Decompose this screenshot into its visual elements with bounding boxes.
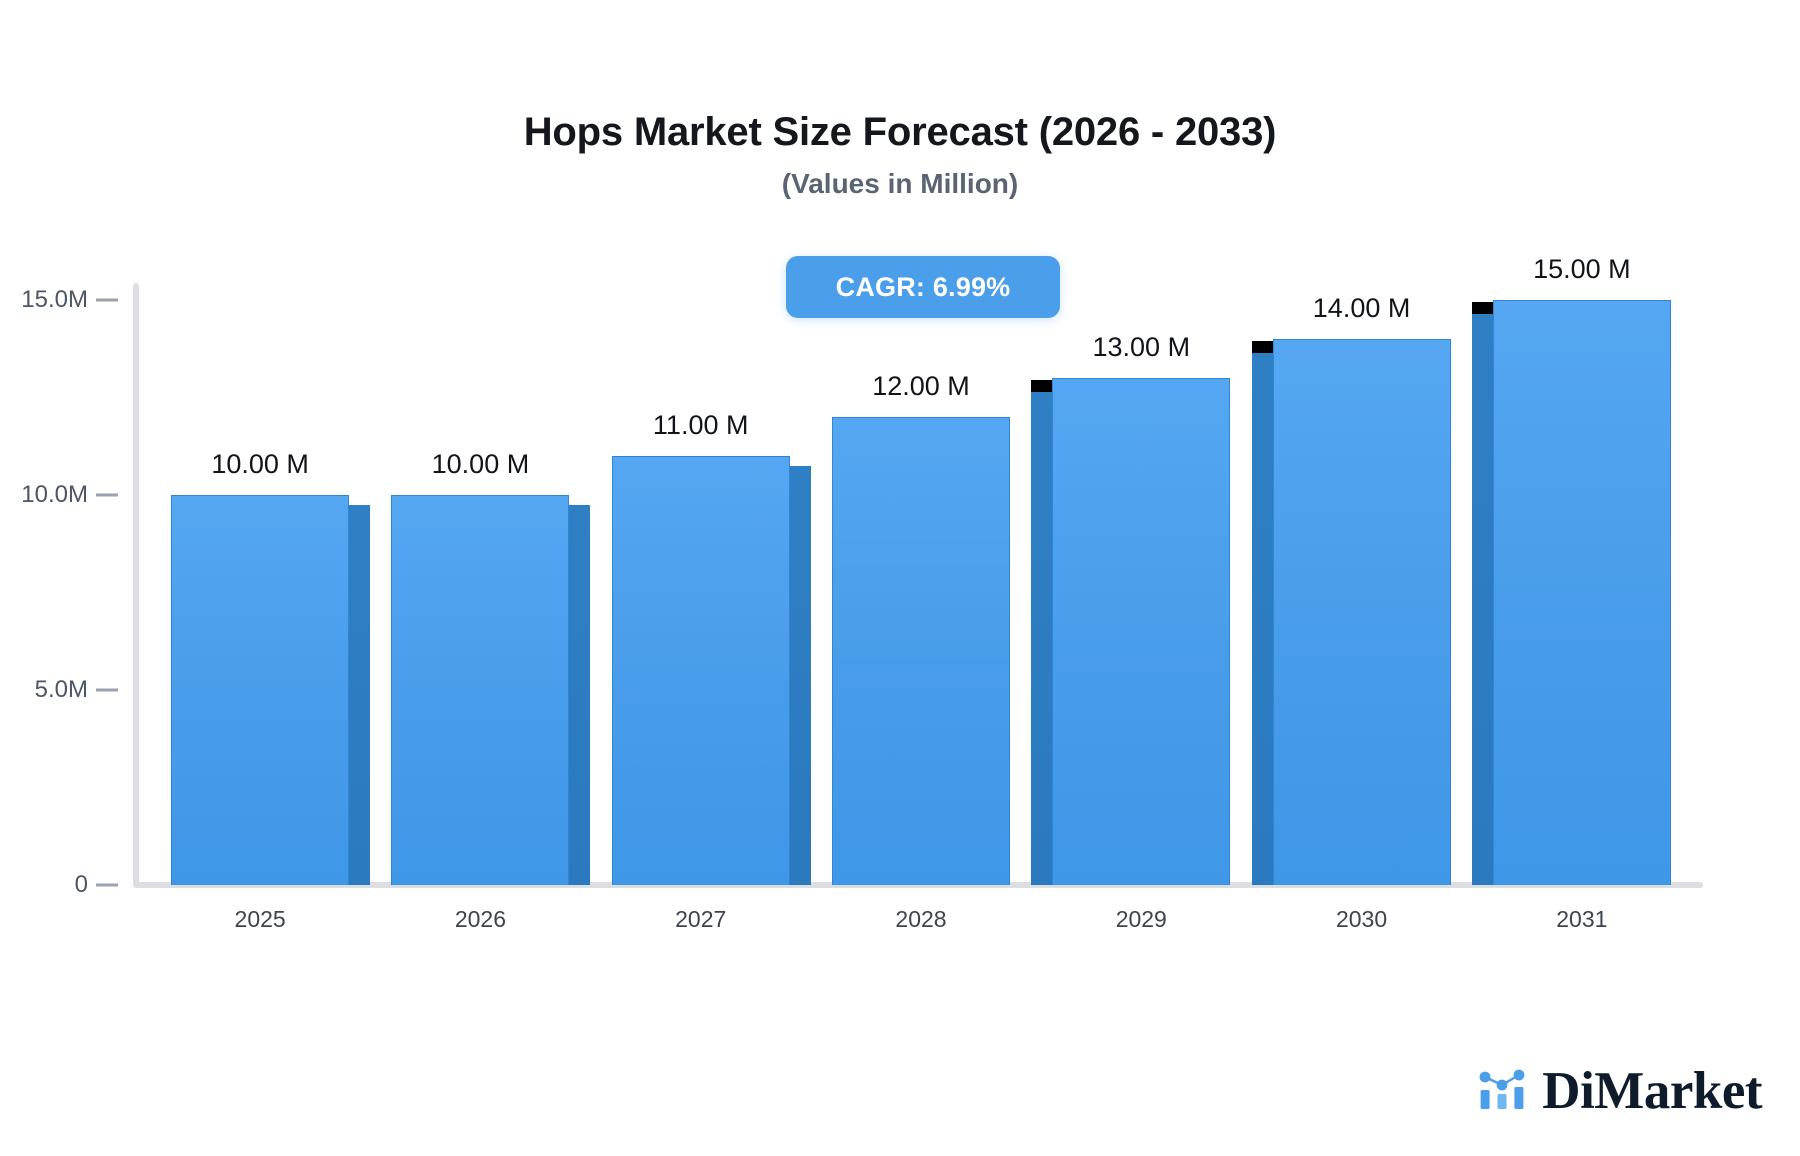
bar-top-face [1251, 340, 1274, 353]
bar-chart-line-icon [1476, 1066, 1528, 1117]
bar-value-label: 11.00 M [652, 409, 749, 440]
y-axis-tick-mark [96, 493, 118, 497]
y-axis-tick-mark [96, 298, 118, 302]
bar-top-face [568, 496, 591, 509]
x-axis-tick-label: 2031 [1556, 906, 1608, 932]
bar-value-label: 12.00 M [872, 370, 970, 401]
bar-side-face [788, 465, 811, 885]
x-axis-tick-label: 2028 [895, 906, 947, 932]
y-axis-tick-mark [96, 688, 118, 692]
bar-top-face [788, 457, 811, 470]
bar-front-face [611, 455, 790, 885]
y-axis-line [133, 283, 139, 886]
bar-front-face [1492, 299, 1671, 885]
bar-front-face [1272, 338, 1451, 885]
bar-value-label: 13.00 M [1092, 331, 1191, 362]
bar-top-face [348, 496, 371, 509]
x-axis-tick-label: 2030 [1335, 906, 1388, 932]
bar-top-face [1471, 301, 1494, 314]
x-axis-line [133, 882, 1703, 888]
y-axis-tick-label: 0 [74, 871, 88, 898]
bar-side-face [348, 504, 371, 885]
bar: 10.00 M [171, 448, 371, 885]
y-axis-tick-label: 5.0M [34, 675, 88, 703]
bar-side-face [568, 504, 591, 885]
cagr-badge: CAGR: 6.99% [786, 256, 1060, 318]
logo-text: DiMarket [1542, 1062, 1762, 1120]
bar-top-face [1031, 379, 1054, 392]
bar: 11.00 M [611, 409, 811, 885]
bar-front-face [832, 416, 1010, 885]
bar-side-face [1471, 309, 1494, 885]
brand-logo: DiMarket [1476, 1065, 1762, 1118]
y-axis-tick-label: 10.0M [21, 480, 88, 508]
cagr-badge-label: CAGR: 6.99% [835, 271, 1011, 302]
page-title: Hops Market Size Forecast (2026 - 2033) [523, 110, 1277, 154]
bar: 13.00 M [1031, 331, 1231, 885]
bar-front-face [1052, 377, 1231, 885]
bar-value-label: 15.00 M [1533, 253, 1631, 284]
x-axis-tick-label: 2026 [454, 906, 506, 932]
bar-value-label: 10.00 M [431, 448, 530, 479]
bar-value-label: 14.00 M [1312, 292, 1411, 323]
bar-front-face [391, 494, 570, 885]
chart-subtitle: (Values in Million) [781, 168, 1019, 199]
x-axis-tick-label: 2027 [675, 906, 727, 932]
bar: 14.00 M [1251, 292, 1451, 885]
bar: 15.00 M [1471, 253, 1671, 885]
bar: 12.00 M [832, 371, 1010, 885]
bar-value-label: 10.00 M [211, 448, 309, 479]
x-axis-tick-label: 2025 [234, 906, 286, 932]
bar-front-face [171, 494, 350, 885]
y-axis-tick-mark [96, 883, 118, 887]
bar: 10.00 M [391, 448, 591, 885]
bar-side-face [1031, 387, 1054, 885]
bar-side-face [1251, 348, 1274, 885]
x-axis-tick-label: 2029 [1115, 906, 1167, 932]
y-axis-tick-label: 15.0M [21, 285, 88, 313]
